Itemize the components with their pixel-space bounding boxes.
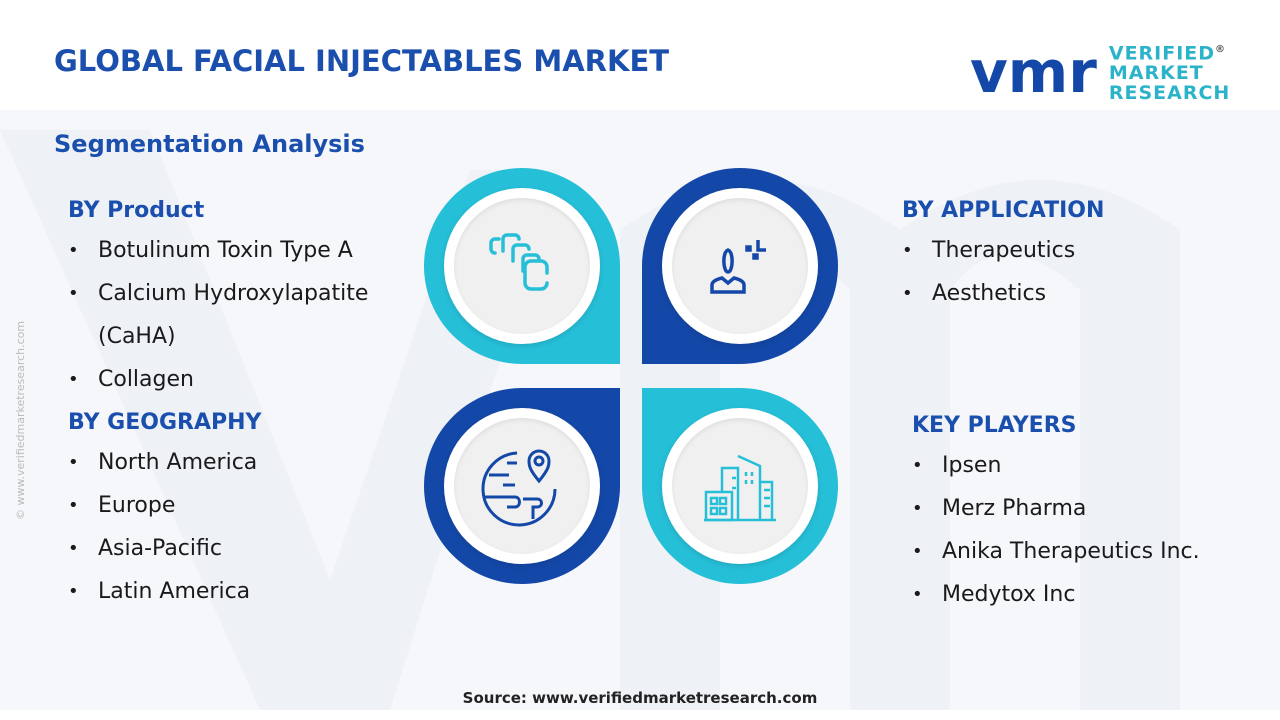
section-product: BY Product Botulinum Toxin Type A Calciu… bbox=[68, 198, 418, 401]
list-item: Therapeutics bbox=[902, 229, 1104, 272]
section-heading: BY APPLICATION bbox=[902, 198, 1105, 223]
list-item: Aesthetics bbox=[902, 272, 1104, 315]
logo-mark: vmr bbox=[970, 37, 1097, 106]
logo-line2: MARKET bbox=[1108, 62, 1204, 85]
section-heading: KEY PLAYERS bbox=[912, 413, 1077, 438]
section-key-players: KEY PLAYERS Ipsen Merz Pharma Anika Ther… bbox=[912, 413, 1200, 616]
layers-icon bbox=[489, 233, 549, 291]
list-item: Medytox Inc bbox=[912, 573, 1200, 616]
list-item: Ipsen bbox=[912, 444, 1200, 487]
list-item: Asia-Pacific bbox=[68, 527, 261, 570]
vmr-logo: vmr VERIFIED® MARKET RESEARCH bbox=[970, 37, 1231, 106]
section-geography: BY GEOGRAPHY North America Europe Asia-P… bbox=[68, 410, 261, 613]
globe-location-icon bbox=[481, 449, 557, 527]
list-item: North America bbox=[68, 441, 261, 484]
section-heading: BY GEOGRAPHY bbox=[68, 410, 262, 435]
list-item: Europe bbox=[68, 484, 261, 527]
buildings-icon bbox=[704, 454, 776, 522]
list-item: Collagen bbox=[68, 358, 418, 401]
logo-line1: VERIFIED bbox=[1108, 42, 1216, 65]
side-watermark: © www.verifiedmarketresearch.com bbox=[14, 320, 27, 520]
list-item: Merz Pharma bbox=[912, 487, 1200, 530]
section-application: BY APPLICATION Therapeutics Aesthetics bbox=[902, 198, 1104, 315]
quadrant-application bbox=[642, 168, 838, 364]
source-note: Source: www.verifiedmarketresearch.com bbox=[462, 689, 818, 707]
list-item: Calcium Hydroxylapatite (CaHA) bbox=[68, 272, 418, 358]
list-item: Anika Therapeutics Inc. bbox=[912, 530, 1200, 573]
page-title: GLOBAL FACIAL INJECTABLES MARKET bbox=[54, 44, 670, 78]
quadrant-key-players bbox=[642, 388, 838, 584]
person-icon bbox=[710, 240, 766, 294]
list-item: Botulinum Toxin Type A bbox=[68, 229, 418, 272]
registered-mark: ® bbox=[1215, 44, 1227, 55]
section-heading: BY Product bbox=[68, 198, 205, 223]
quadrant-geography bbox=[424, 388, 620, 584]
page-subtitle: Segmentation Analysis bbox=[54, 130, 365, 158]
quadrant-product bbox=[424, 168, 620, 364]
logo-line3: RESEARCH bbox=[1108, 82, 1231, 105]
list-item: Latin America bbox=[68, 570, 261, 613]
